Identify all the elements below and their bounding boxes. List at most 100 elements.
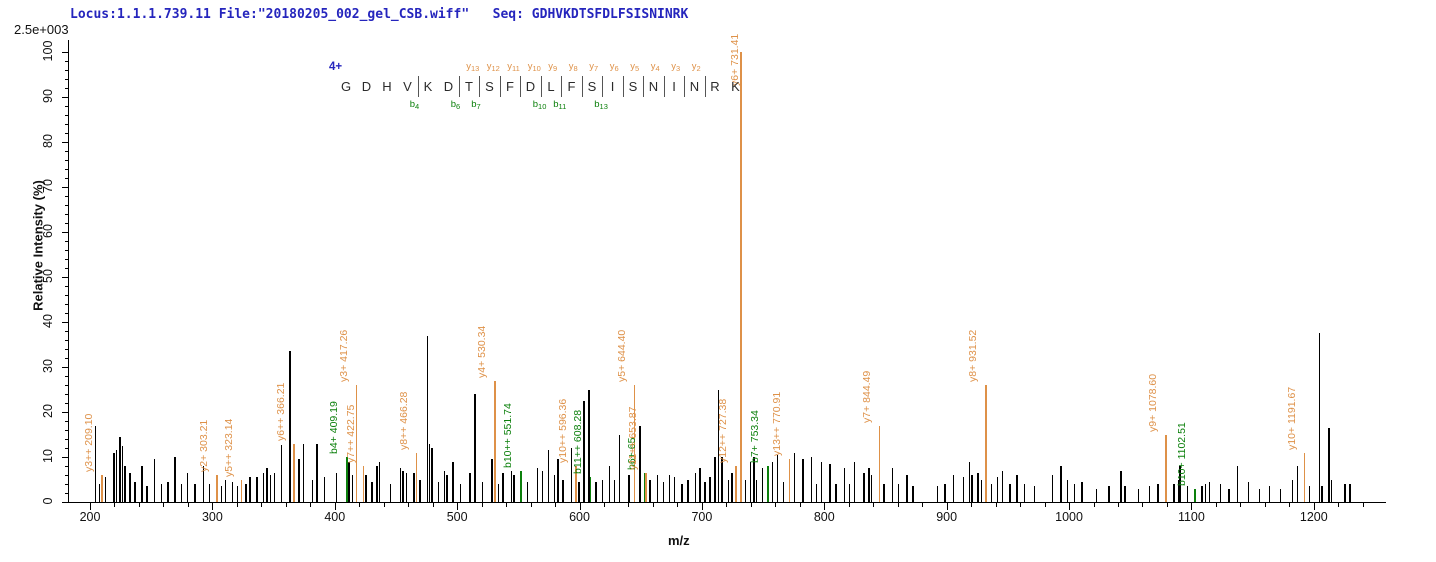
- peak-line: [944, 484, 946, 502]
- peak-line: [1177, 479, 1180, 502]
- y-ion-peak-label: y11++ 653.87: [627, 406, 640, 470]
- peak-line: [962, 477, 965, 502]
- y-ion-label: y3: [671, 61, 681, 73]
- y-major-tick: [62, 187, 68, 188]
- y-minor-tick: [65, 484, 68, 485]
- peak-line: [1228, 488, 1230, 502]
- x-tick-label: 700: [691, 510, 713, 524]
- y-tick-label: 30: [41, 359, 55, 373]
- peak-line: [971, 475, 973, 502]
- residue-letter: D: [443, 79, 454, 94]
- peak-line: [376, 466, 378, 502]
- peak-line: [348, 461, 350, 502]
- peak-line: [419, 479, 421, 502]
- peak-line: [1258, 488, 1261, 502]
- y-ion-peak-label: y10++ 596.36: [557, 398, 570, 463]
- y-ion-label: y4: [650, 61, 660, 73]
- peak-line: [681, 484, 683, 502]
- peak-line: [848, 484, 851, 502]
- x-minor-tick: [726, 503, 728, 507]
- peak-line: [1219, 484, 1222, 502]
- fragment-mark: [581, 76, 583, 97]
- y-minor-tick: [65, 115, 68, 116]
- peak-line: [1296, 466, 1299, 502]
- peak-line: [245, 484, 247, 502]
- peak-line: [776, 454, 779, 502]
- peak-line: [437, 481, 440, 502]
- peak-line: [316, 443, 318, 502]
- fragment-mark: [602, 76, 604, 97]
- residue-letter: I: [672, 79, 676, 94]
- y-minor-tick: [65, 61, 68, 62]
- x-minor-tick: [1264, 503, 1266, 507]
- y-ion-peak-label: y6++ 366.21: [275, 382, 288, 441]
- peak-line: [459, 484, 462, 502]
- peak-line: [668, 475, 671, 502]
- peak-line: [727, 479, 730, 502]
- b-ion-label: b11: [553, 99, 567, 111]
- y-minor-tick: [65, 250, 68, 251]
- y-axis-line: [68, 40, 69, 503]
- peak-line: [513, 475, 515, 502]
- peak-line: [547, 450, 550, 502]
- y-minor-tick: [65, 124, 68, 125]
- y-ion-label: y9: [548, 61, 558, 73]
- x-minor-tick: [677, 503, 679, 507]
- y-ion-peak-label: y3++ 209.10: [83, 413, 96, 472]
- x-minor-tick: [310, 503, 312, 507]
- peak-line: [977, 472, 979, 502]
- peak-line: [194, 484, 196, 502]
- peak-line: [578, 481, 580, 502]
- residue-letter: D: [361, 79, 372, 94]
- peak-line: [1179, 466, 1181, 502]
- fragment-mark: [540, 76, 542, 97]
- y-minor-tick: [65, 223, 68, 224]
- precursor-charge: 4+: [329, 61, 343, 73]
- x-minor-tick: [1166, 503, 1168, 507]
- x-minor-tick: [359, 503, 361, 507]
- peak-line: [1328, 427, 1330, 502]
- b-ion-label: b13: [594, 99, 608, 111]
- y-minor-tick: [65, 304, 68, 305]
- peak-line: [115, 450, 118, 502]
- peak-line: [588, 389, 590, 502]
- labeled-peak-line: [520, 470, 522, 502]
- peak-line: [202, 466, 205, 502]
- peak-line: [820, 461, 823, 502]
- y-minor-tick: [65, 178, 68, 179]
- residue-letter: R: [710, 79, 720, 94]
- peak-line: [452, 461, 454, 502]
- x-minor-tick: [1020, 503, 1022, 507]
- peak-line: [269, 475, 272, 502]
- peak-line: [208, 484, 211, 502]
- peak-line: [810, 457, 813, 502]
- x-minor-tick: [995, 503, 997, 507]
- x-minor-tick: [897, 503, 899, 507]
- peak-line: [502, 472, 504, 502]
- peak-line: [662, 481, 665, 502]
- peak-line: [714, 457, 716, 502]
- y-minor-tick: [65, 313, 68, 314]
- peak-line: [1023, 484, 1026, 502]
- residue-letter: K: [423, 79, 433, 94]
- y-minor-tick: [65, 160, 68, 161]
- y-minor-tick: [65, 331, 68, 332]
- x-major-tick: [946, 503, 948, 510]
- b-ion-label: b6: [450, 99, 461, 111]
- x-tick-label: 300: [201, 510, 223, 524]
- labeled-peak-line: [735, 466, 737, 502]
- peak-line: [553, 475, 556, 502]
- peak-line: [1279, 488, 1282, 502]
- peak-line: [1081, 481, 1083, 502]
- labeled-peak-line: [355, 385, 358, 502]
- peak-line: [1148, 486, 1151, 502]
- x-minor-tick: [236, 503, 238, 507]
- x-tick-label: 200: [79, 510, 101, 524]
- peak-line: [583, 400, 585, 502]
- fragment-mark: [520, 76, 522, 97]
- x-major-tick: [457, 503, 459, 510]
- peak-line: [146, 486, 148, 502]
- x-minor-tick: [1240, 503, 1242, 507]
- y-minor-tick: [65, 106, 68, 107]
- b-ion-peak-label: b7+ 753.34: [749, 410, 762, 463]
